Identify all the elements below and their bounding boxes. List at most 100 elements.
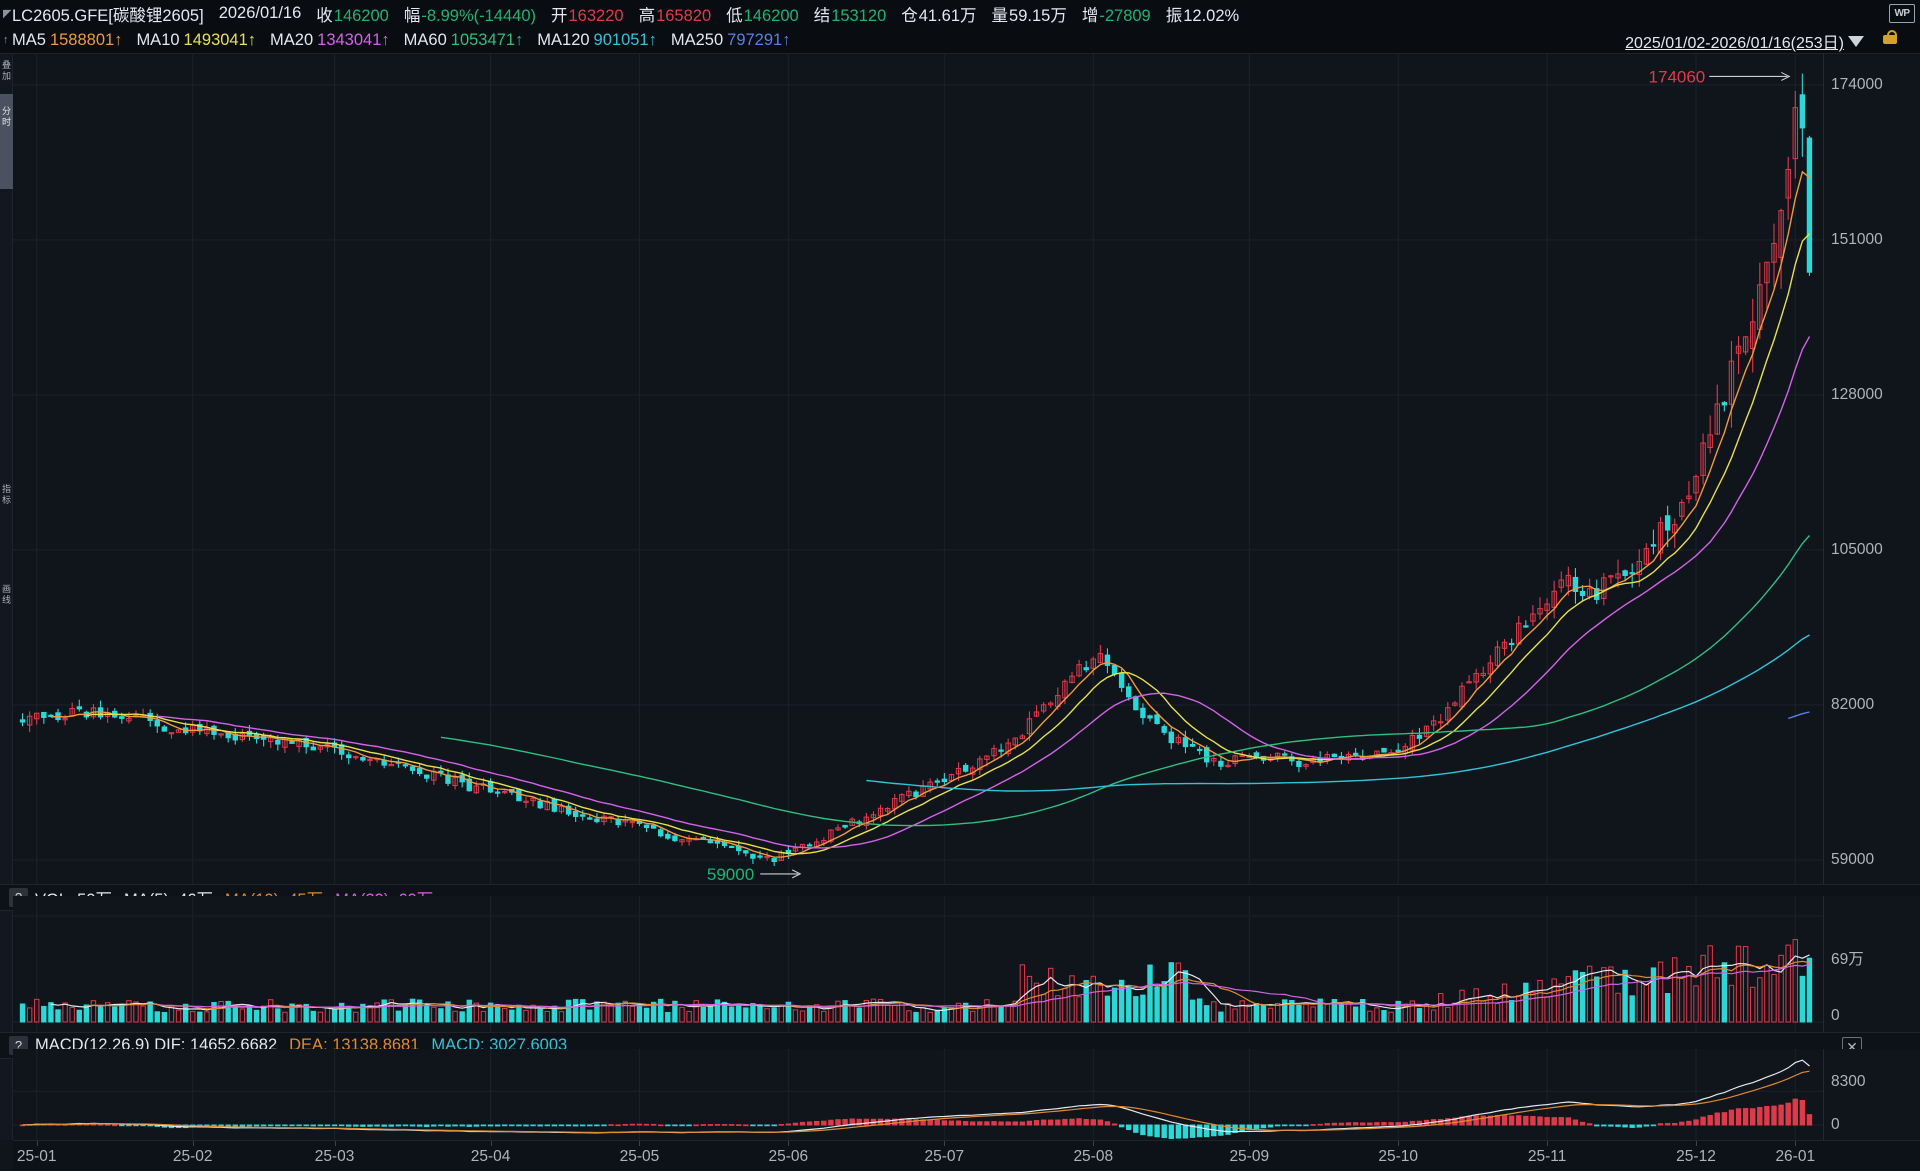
time-axis-tick <box>1696 1141 1697 1146</box>
ma-legend-bar: ↑ MA5 1588801↑ MA10 1493041↑ MA20 1343041↑ MA6… <box>0 27 1920 54</box>
rail-item-0[interactable]: 叠加 <box>1 60 11 81</box>
time-axis-tick <box>1398 1141 1400 1146</box>
quote-field-label: 幅 <box>403 6 421 25</box>
price-axis-tick: 59000 <box>1831 850 1875 868</box>
quote-field-幅: 幅 -8.99%(-14440) <box>404 2 536 26</box>
quote-field-收: 收 146200 <box>316 2 389 26</box>
quote-field-value: 163220 <box>568 6 624 25</box>
quote-field-value: 41.61万 <box>918 6 977 25</box>
ma-legend-value: 1343041↑ <box>317 30 390 49</box>
time-axis[interactable]: 25-01 25-02 25-03 25-04 25-05 25-06 25-07 25-08… <box>13 1140 1823 1171</box>
time-axis-tick <box>944 1141 946 1146</box>
ma-legend-key: MA5 <box>12 30 46 49</box>
ma-legend-key: MA20 <box>270 30 314 49</box>
ma-legend-MA120[interactable]: MA120 901051↑ <box>537 31 657 49</box>
symbol-title[interactable]: LC2605.GFE[碳酸锂2605] <box>12 2 204 26</box>
ma-legend-key: MA10 <box>136 30 180 49</box>
axis-corner <box>1823 1140 1920 1171</box>
ma-legend-MA20[interactable]: MA20 1343041↑ <box>270 31 390 49</box>
volume-axis[interactable]: 69万 0 <box>1823 896 1920 1032</box>
quote-field-开: 开 163220 <box>551 2 624 26</box>
ma-legend-MA250[interactable]: MA250 797291↑ <box>671 31 791 49</box>
quote-date: 2026/01/16 <box>219 4 302 23</box>
rail-item-1[interactable]: 指标 <box>1 484 11 505</box>
axis-tick: 8300 <box>1831 1073 1866 1090</box>
ma-legend-MA60[interactable]: MA60 1053471↑ <box>404 31 524 49</box>
time-axis-label: 25-04 <box>470 1148 511 1165</box>
ma-legend-key: MA120 <box>537 30 590 49</box>
rail-item-selected[interactable]: 分时 <box>1 106 11 127</box>
ma-legend-list: MA5 1588801↑ MA10 1493041↑ MA20 1343041↑ MA60 1… <box>12 31 804 50</box>
quote-field-label: 高 <box>638 6 656 25</box>
time-axis-label: 25-03 <box>314 1148 355 1165</box>
time-axis-label: 25-02 <box>172 1148 213 1165</box>
quote-header-bar: ◤ LC2605.GFE[碳酸锂2605] 2026/01/16 收 146200… <box>0 0 1920 27</box>
quote-field-结: 结 153120 <box>814 2 887 26</box>
ma-legend-value: 901051↑ <box>593 30 657 49</box>
wp-monitor-icon[interactable]: WP <box>1889 4 1915 23</box>
volume-chart-svg <box>13 896 1823 1032</box>
left-tool-rail[interactable]: 叠加 分时 指标 画线 <box>0 54 13 1140</box>
date-range-selector[interactable]: 2025/01/02-2026/01/16(253日) <box>1625 29 1864 53</box>
quote-field-label: 结 <box>813 6 831 25</box>
ma-collapse-icon[interactable]: ↑ <box>3 34 9 46</box>
time-axis-label: 25-01 <box>16 1148 57 1165</box>
price-chart-svg: 174060 59000 <box>13 54 1823 884</box>
price-axis-tick: 174000 <box>1831 75 1883 93</box>
ma-legend-key: MA250 <box>670 30 724 49</box>
time-axis-label: 25-08 <box>1073 1148 1114 1165</box>
time-axis-label: 25-11 <box>1527 1148 1567 1165</box>
macd-axis[interactable]: 8300 0 <box>1823 1049 1920 1140</box>
lock-icon[interactable] <box>1882 30 1898 44</box>
macd-chart-panel[interactable] <box>13 1049 1823 1140</box>
quote-field-振: 振 12.02% <box>1166 2 1239 26</box>
axis-tick: 0 <box>1831 1116 1840 1133</box>
quote-field-label: 收 <box>316 6 333 25</box>
time-axis-tick <box>192 1141 194 1146</box>
time-axis-label: 25-09 <box>1229 1148 1270 1165</box>
price-axis[interactable]: 174000 151000 128000 105000 82000 59000 <box>1823 54 1920 884</box>
quote-field-value: -27809 <box>1099 6 1151 25</box>
quote-field-label: 量 <box>991 6 1009 25</box>
rail-selected-tab[interactable] <box>0 94 13 189</box>
time-axis-label: 25-06 <box>768 1148 809 1165</box>
time-axis-label: 25-10 <box>1378 1148 1418 1165</box>
price-axis-tick: 105000 <box>1831 540 1883 558</box>
quote-field-value: 165820 <box>656 6 712 25</box>
time-axis-label: 25-12 <box>1676 1148 1716 1165</box>
price-axis-tick: 128000 <box>1831 385 1883 403</box>
quote-field-value: 153120 <box>831 6 887 25</box>
time-axis-tick <box>490 1141 492 1146</box>
time-axis-tick <box>1795 1141 1797 1146</box>
quote-field-低: 低 146200 <box>726 2 799 26</box>
quote-field-label: 低 <box>726 6 743 25</box>
chevron-down-icon[interactable] <box>1848 35 1864 47</box>
header-right-icons: WP <box>1889 0 1920 27</box>
ma-legend-value: 1053471↑ <box>450 30 524 49</box>
axis-tick: 0 <box>1831 1007 1840 1024</box>
header-collapse-icon[interactable]: ◤ <box>3 8 12 20</box>
ma-legend-MA5[interactable]: MA5 1588801↑ <box>12 31 122 49</box>
price-axis-tick: 151000 <box>1831 230 1883 248</box>
quote-field-value: -8.99%(-14440) <box>421 6 536 25</box>
time-axis-tick <box>1093 1141 1095 1146</box>
quote-field-高: 高 165820 <box>639 2 712 26</box>
quote-field-value: 59.15万 <box>1009 6 1067 25</box>
quote-field-value: 12.02% <box>1183 6 1240 25</box>
quote-field-增: 增 -27809 <box>1082 2 1151 26</box>
price-axis-tick: 82000 <box>1831 695 1875 713</box>
quote-field-label: 仓 <box>901 6 918 25</box>
rail-item-2[interactable]: 画线 <box>1 584 11 605</box>
time-axis-tick <box>788 1141 790 1146</box>
quote-field-list: 收 146200 幅 -8.99%(-14440) 开 163220 高 165820 低 146… <box>316 2 1254 26</box>
quote-field-仓: 仓 41.61万 <box>901 2 976 26</box>
symbol-label: LC2605.GFE[碳酸锂2605] <box>12 6 204 25</box>
ma-legend-value: 1588801↑ <box>49 30 123 49</box>
quote-field-label: 增 <box>1081 6 1099 25</box>
axis-tick: 69万 <box>1831 951 1864 968</box>
price-chart-panel[interactable]: 174060 59000 <box>13 54 1823 884</box>
volume-chart-panel[interactable] <box>13 896 1823 1032</box>
ma-legend-value: 1493041↑ <box>183 30 257 49</box>
ma-legend-MA10[interactable]: MA10 1493041↑ <box>136 31 256 49</box>
